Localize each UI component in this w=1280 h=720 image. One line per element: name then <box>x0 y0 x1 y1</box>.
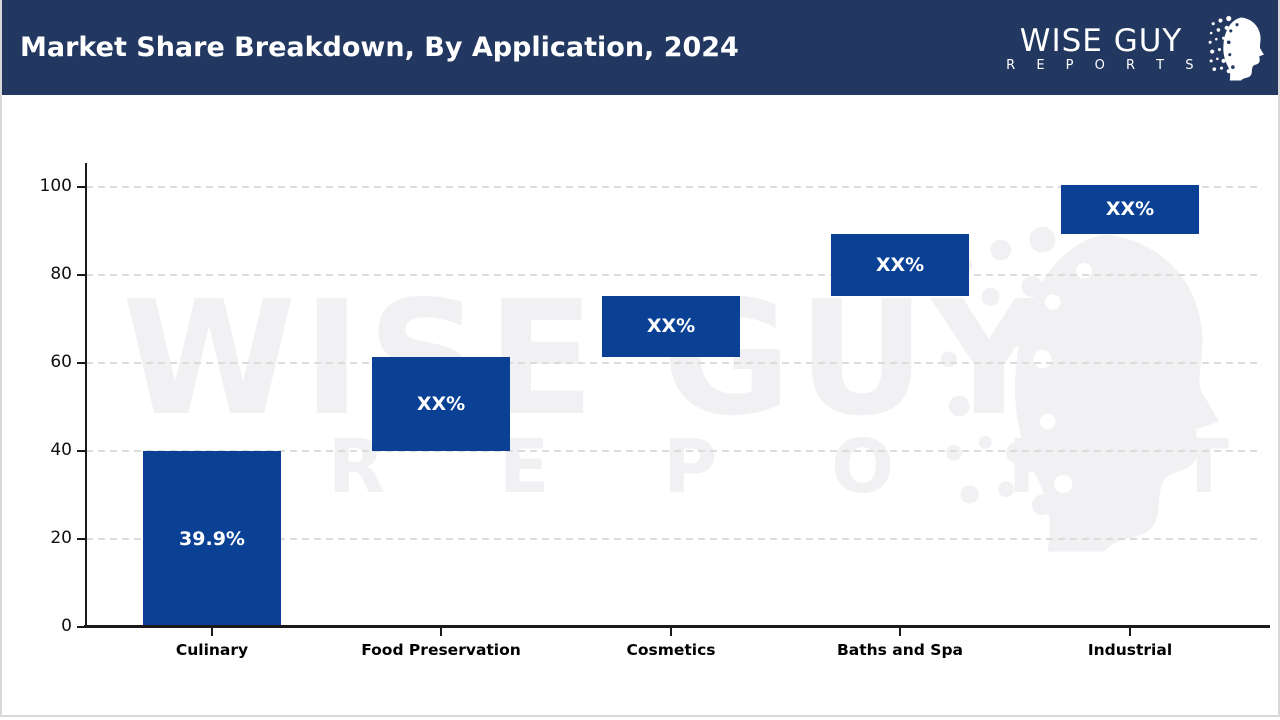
gridline-100 <box>86 186 1262 188</box>
logo-text: WISE GUY R E P O R T S <box>1000 24 1202 74</box>
bar-value-label: XX% <box>416 393 466 416</box>
y-tick-label-0: 0 <box>61 616 72 636</box>
y-tick-label-80: 80 <box>50 264 72 284</box>
bar-value-label: XX% <box>875 254 925 277</box>
x-tick-4 <box>899 628 901 636</box>
logo-subtitle: R E P O R T S <box>1006 58 1202 73</box>
gridline-60 <box>86 362 1262 364</box>
category-label-4: Baths and Spa <box>836 641 964 659</box>
category-label-5: Industrial <box>1087 641 1173 659</box>
y-tick-label-40: 40 <box>50 440 72 460</box>
bar-industrial: XX% <box>1061 184 1199 235</box>
x-axis-line <box>84 625 1270 628</box>
x-tick-5 <box>1129 628 1131 636</box>
gridline-80 <box>86 274 1262 276</box>
bar-value-label: XX% <box>646 315 696 338</box>
bar-cosmetics: XX% <box>602 296 740 357</box>
y-tick-60 <box>77 362 85 364</box>
logo-face-icon <box>1208 15 1264 81</box>
bar-value-label: 39.9% <box>179 528 245 551</box>
y-tick-40 <box>77 450 85 452</box>
bar-baths-and-spa: XX% <box>831 234 969 297</box>
y-tick-label-20: 20 <box>50 528 72 548</box>
watermark-line1: WISE GUY <box>122 267 1053 451</box>
x-tick-2 <box>440 628 442 636</box>
gridline-20 <box>86 538 1262 540</box>
bar-culinary: 39.9% <box>143 451 281 627</box>
y-tick-80 <box>77 274 85 276</box>
category-label-3: Cosmetics <box>626 641 716 659</box>
header-bar: Market Share Breakdown, By Application, … <box>0 0 1280 95</box>
logo-wordmark: WISE GUY <box>1019 23 1183 59</box>
category-label-2: Food Preservation <box>361 641 521 659</box>
y-tick-label-60: 60 <box>50 352 72 372</box>
logo: WISE GUY R E P O R T S <box>1000 5 1268 93</box>
y-axis-line <box>85 163 87 628</box>
bar-value-label: XX% <box>1105 198 1155 221</box>
x-tick-3 <box>670 628 672 636</box>
y-tick-0 <box>77 626 85 628</box>
gridline-40 <box>86 450 1262 452</box>
x-tick-1 <box>211 628 213 636</box>
bar-food-preservation: XX% <box>372 356 510 452</box>
page-title: Market Share Breakdown, By Application, … <box>20 32 739 63</box>
y-tick-100 <box>77 186 85 188</box>
y-tick-20 <box>77 538 85 540</box>
y-tick-label-100: 100 <box>39 176 72 196</box>
category-label-1: Culinary <box>175 641 249 659</box>
